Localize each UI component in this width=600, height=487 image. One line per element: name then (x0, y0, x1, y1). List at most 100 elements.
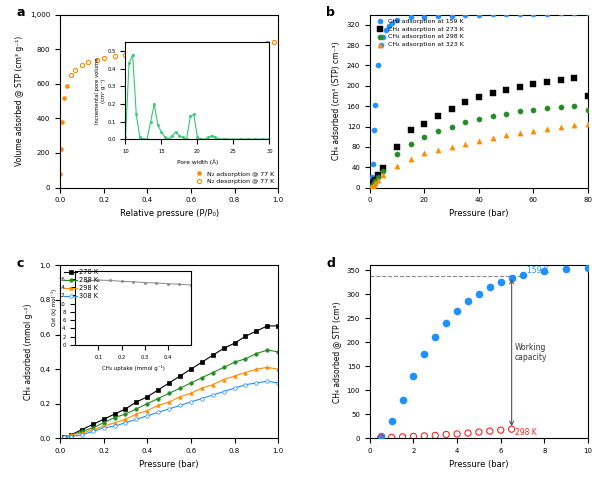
N₂ desorption @ 77 K (133, 51, 140, 57)
298 K (231, 373, 238, 379)
N₂ desorption @ 77 K (122, 52, 129, 57)
Text: Working
capacity: Working capacity (515, 343, 547, 362)
288 K (155, 395, 162, 401)
278 K (133, 399, 140, 405)
N₂ adsorption @ 77 K (85, 59, 92, 65)
N₂ adsorption @ 77 K (111, 53, 118, 59)
CH₄ adsorption at 298 K (367, 183, 376, 190)
308 K (89, 429, 97, 434)
CH₄ adsorption at 159 K (460, 11, 470, 19)
298 K (78, 430, 85, 436)
N₂ desorption @ 77 K (71, 67, 79, 73)
N₂ desorption @ 77 K (155, 49, 162, 55)
298 K (67, 432, 74, 438)
Text: c: c (16, 257, 24, 270)
Point (485, 283, 494, 291)
298 K (209, 382, 217, 388)
N₂ adsorption @ 77 K (94, 56, 101, 62)
N₂ desorption @ 77 K (270, 39, 277, 45)
CH₄ adsorption at 323 K (379, 171, 388, 179)
288 K (100, 420, 107, 426)
298 K (89, 427, 97, 432)
298 K (253, 366, 260, 372)
278 K (209, 353, 217, 358)
308 K (176, 403, 184, 409)
CH₄ adsorption at 159 K (368, 160, 377, 168)
CH₄ adsorption at 273 K (370, 176, 380, 184)
Point (485, 427, 494, 435)
CH₄ adsorption at 323 K (369, 181, 379, 189)
CH₄ adsorption at 323 K (447, 143, 457, 151)
CH₄ adsorption at 298 K (569, 102, 579, 110)
CH₄ adsorption at 273 K (474, 93, 484, 101)
CH₄ adsorption at 159 K (370, 101, 380, 109)
CH₄ adsorption at 323 K (367, 183, 376, 191)
N₂ adsorption @ 77 K (155, 49, 162, 55)
308 K (187, 399, 194, 405)
288 K (111, 414, 118, 420)
278 K (61, 433, 68, 439)
Point (463, 429, 473, 437)
CH₄ adsorption at 273 K (433, 112, 443, 120)
CH₄ adsorption at 273 K (556, 76, 566, 84)
308 K (122, 420, 129, 426)
N₂ adsorption @ 77 K (176, 48, 184, 54)
308 K (155, 410, 162, 415)
Text: 298 K: 298 K (515, 428, 536, 437)
CH₄ adsorption at 273 K (583, 92, 593, 100)
308 K (78, 432, 85, 438)
CH₄ adsorption at 159 K (382, 26, 391, 34)
CH₄ adsorption at 298 K (373, 173, 383, 181)
288 K (78, 429, 85, 434)
CH₄ adsorption at 323 K (556, 123, 566, 131)
N₂ desorption @ 77 K (198, 47, 205, 53)
CH₄ adsorption at 159 K (373, 61, 383, 69)
N₂ desorption @ 77 K (253, 41, 260, 47)
308 K (231, 385, 238, 391)
308 K (67, 433, 74, 439)
N₂ adsorption @ 77 K (122, 52, 129, 57)
CH₄ adsorption at 273 K (368, 181, 377, 188)
CH₄ adsorption at 298 K (379, 167, 388, 175)
Point (562, 265, 571, 273)
Point (376, 434, 386, 442)
CH₄ adsorption at 323 K (488, 134, 497, 142)
N₂ desorption @ 77 K (94, 56, 101, 62)
278 K (111, 411, 118, 417)
308 K (242, 382, 249, 388)
Point (474, 290, 484, 298)
298 K (166, 399, 173, 405)
288 K (122, 411, 129, 417)
N₂ desorption @ 77 K (242, 43, 249, 49)
CH₄ adsorption at 298 K (367, 182, 377, 190)
CH₄ adsorption at 159 K (447, 12, 457, 19)
308 K (209, 392, 217, 398)
CH₄ adsorption at 273 K (447, 105, 457, 112)
CH₄ adsorption at 159 K (488, 10, 497, 18)
Line: N₂ adsorption @ 77 K: N₂ adsorption @ 77 K (58, 40, 276, 176)
288 K (220, 364, 227, 370)
Y-axis label: CH₄ adsorbed (mmol g⁻¹): CH₄ adsorbed (mmol g⁻¹) (25, 303, 34, 400)
CH₄ adsorption at 323 K (419, 149, 429, 157)
CH₄ adsorption at 298 K (366, 183, 376, 191)
N₂ adsorption @ 77 K (263, 40, 271, 46)
308 K (253, 380, 260, 386)
Point (583, 264, 593, 272)
CH₄ adsorption at 273 K (488, 90, 497, 97)
CH₄ adsorption at 159 K (433, 12, 443, 20)
288 K (143, 401, 151, 407)
CH₄ adsorption at 298 K (502, 110, 511, 118)
N₂ adsorption @ 77 K (67, 72, 74, 78)
N₂ desorption @ 77 K (187, 47, 194, 53)
308 K (61, 434, 68, 440)
298 K (133, 411, 140, 417)
288 K (198, 375, 205, 381)
Point (430, 431, 440, 439)
CH₄ adsorption at 298 K (368, 181, 377, 189)
278 K (253, 328, 260, 334)
Text: 159 K: 159 K (527, 266, 549, 275)
CH₄ adsorption at 298 K (370, 178, 380, 186)
CH₄ adsorption at 273 K (379, 164, 388, 172)
CH₄ adsorption at 159 K (384, 22, 394, 30)
278 K (78, 427, 85, 432)
